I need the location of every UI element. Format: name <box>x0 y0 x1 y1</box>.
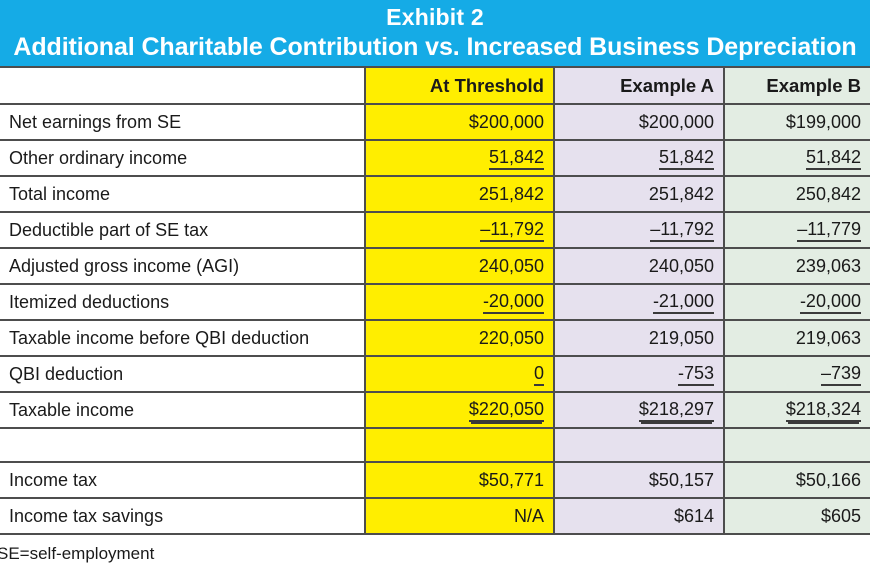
cell-example-a: -753 <box>553 355 724 393</box>
underlined-value: $220,050 <box>468 399 544 422</box>
underlined-value: –11,792 <box>480 219 544 242</box>
cell-at-threshold: 0 <box>364 355 554 393</box>
underlined-value: 51,842 <box>658 147 714 170</box>
cell-example-a: 51,842 <box>553 139 724 177</box>
cell-example-b: 239,063 <box>723 247 870 285</box>
row-label: Deductible part of SE tax <box>0 211 365 249</box>
cell-example-b: $605 <box>723 497 870 535</box>
underlined-value: –739 <box>820 363 861 386</box>
column-header-at-threshold: At Threshold <box>364 66 554 105</box>
cell-example-a <box>553 427 724 463</box>
table-row: Adjusted gross income (AGI) 240,050 240,05… <box>0 247 870 285</box>
table-spacer-row <box>0 427 870 463</box>
underlined-value: -753 <box>677 363 714 386</box>
cell-at-threshold: $200,000 <box>364 103 554 141</box>
cell-at-threshold: N/A <box>364 497 554 535</box>
table-row: Itemized deductions -20,000 -21,000 -20,000 <box>0 283 870 321</box>
underlined-value: –11,779 <box>797 219 861 242</box>
cell-example-a: -21,000 <box>553 283 724 321</box>
cell-at-threshold: $50,771 <box>364 461 554 499</box>
row-label: Other ordinary income <box>0 139 365 177</box>
table-row: Taxable income $220,050 $218,297 $218,324 <box>0 391 870 429</box>
row-label: Taxable income before QBI deduction <box>0 319 365 357</box>
underlined-value: $218,297 <box>638 399 714 422</box>
table-header: At Threshold Example A Example B <box>0 66 870 105</box>
cell-example-b: $50,166 <box>723 461 870 499</box>
row-label <box>0 427 365 463</box>
row-label: Itemized deductions <box>0 283 365 321</box>
exhibit-subtitle: Additional Charitable Contribution vs. I… <box>13 33 857 61</box>
row-label: Income tax savings <box>0 497 365 535</box>
underlined-value: –11,792 <box>650 219 714 242</box>
underlined-value: -20,000 <box>799 291 861 314</box>
cell-example-a: $50,157 <box>553 461 724 499</box>
cell-example-b: –11,779 <box>723 211 870 249</box>
table-row: Total income 251,842 251,842 250,842 <box>0 175 870 213</box>
cell-example-b: -20,000 <box>723 283 870 321</box>
cell-at-threshold <box>364 427 554 463</box>
cell-example-a: $200,000 <box>553 103 724 141</box>
cell-example-a: 251,842 <box>553 175 724 213</box>
row-label: Adjusted gross income (AGI) <box>0 247 365 285</box>
footnote: SE=self-employment <box>0 544 155 563</box>
exhibit-number: Exhibit 2 <box>386 4 484 30</box>
exhibit-title-banner: Exhibit 2 Additional Charitable Contribu… <box>0 0 870 66</box>
table-header-row: At Threshold Example A Example B <box>0 66 870 105</box>
cell-at-threshold: –11,792 <box>364 211 554 249</box>
underlined-value: -20,000 <box>482 291 544 314</box>
cell-at-threshold: -20,000 <box>364 283 554 321</box>
row-label: Taxable income <box>0 391 365 429</box>
cell-at-threshold: $220,050 <box>364 391 554 429</box>
row-label: QBI deduction <box>0 355 365 393</box>
table-row: Deductible part of SE tax –11,792 –11,792 –… <box>0 211 870 249</box>
row-label: Net earnings from SE <box>0 103 365 141</box>
cell-example-b: 219,063 <box>723 319 870 357</box>
column-header-example-b: Example B <box>723 66 870 105</box>
cell-at-threshold: 220,050 <box>364 319 554 357</box>
cell-at-threshold: 51,842 <box>364 139 554 177</box>
cell-example-b <box>723 427 870 463</box>
cell-example-b: $199,000 <box>723 103 870 141</box>
cell-at-threshold: 240,050 <box>364 247 554 285</box>
table-row: Income tax savings N/A $614 $605 <box>0 497 870 535</box>
cell-example-a: $218,297 <box>553 391 724 429</box>
table-row: Taxable income before QBI deduction 220,0… <box>0 319 870 357</box>
underlined-value: 51,842 <box>488 147 544 170</box>
column-header-example-a: Example A <box>553 66 724 105</box>
cell-example-b: –739 <box>723 355 870 393</box>
table-row: Net earnings from SE $200,000 $200,000 $199… <box>0 103 870 141</box>
cell-example-a: 240,050 <box>553 247 724 285</box>
cell-example-a: 219,050 <box>553 319 724 357</box>
table-row: Income tax $50,771 $50,157 $50,166 <box>0 461 870 499</box>
cell-example-b: $218,324 <box>723 391 870 429</box>
table-row: QBI deduction 0 -753 –739 <box>0 355 870 393</box>
row-label: Income tax <box>0 461 365 499</box>
cell-example-b: 250,842 <box>723 175 870 213</box>
cell-example-a: –11,792 <box>553 211 724 249</box>
table-body: Net earnings from SE $200,000 $200,000 $199… <box>0 103 870 535</box>
underlined-value: 51,842 <box>805 147 861 170</box>
comparison-table: At Threshold Example A Example B Net ear… <box>0 66 870 535</box>
underlined-value: $218,324 <box>785 399 861 422</box>
table-row: Other ordinary income 51,842 51,842 51,842 <box>0 139 870 177</box>
cell-example-a: $614 <box>553 497 724 535</box>
cell-at-threshold: 251,842 <box>364 175 554 213</box>
cell-example-b: 51,842 <box>723 139 870 177</box>
column-header-label <box>0 66 365 105</box>
underlined-value: -21,000 <box>652 291 714 314</box>
row-label: Total income <box>0 175 365 213</box>
underlined-value: 0 <box>533 363 544 386</box>
